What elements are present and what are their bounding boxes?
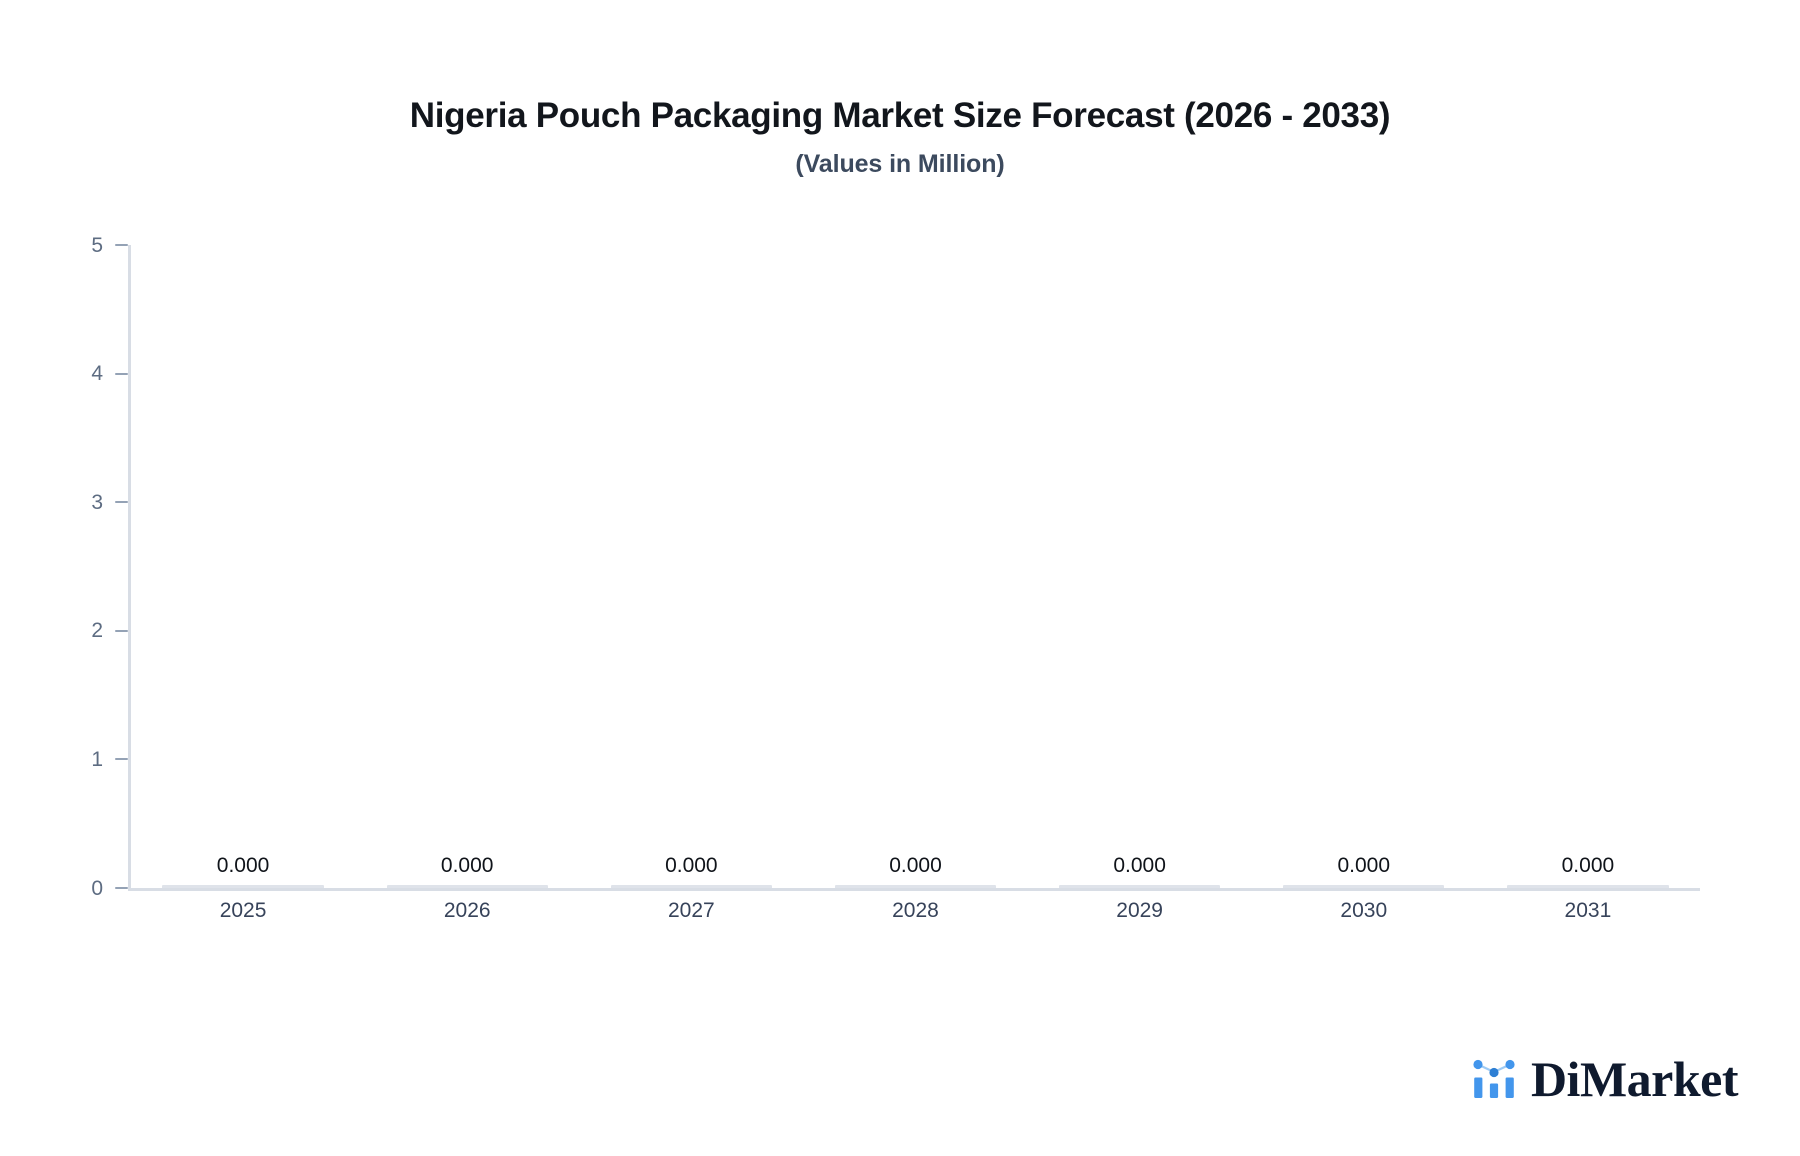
- y-axis-tick-mark-icon: [115, 758, 128, 761]
- x-axis: 2025 2026 2027 2028 2029 2030 2031: [131, 900, 1700, 922]
- y-axis-line: [128, 245, 131, 890]
- bar-group[interactable]: 0.000: [1476, 245, 1700, 888]
- bar-group[interactable]: 0.000: [1028, 245, 1252, 888]
- y-axis-tick-mark-icon: [115, 887, 128, 889]
- bar[interactable]: [834, 885, 997, 888]
- bar[interactable]: [610, 885, 773, 888]
- bar-value-label: 0.000: [889, 854, 942, 877]
- x-axis-tick-label: 2026: [443, 899, 491, 922]
- y-axis-tick-label: 1: [91, 747, 103, 771]
- y-axis-tick-label: 5: [91, 233, 103, 257]
- x-axis-tick: 2027: [579, 900, 803, 922]
- x-axis-tick-label: 2025: [219, 899, 267, 922]
- x-axis-tick: 2029: [1028, 900, 1252, 922]
- x-axis-tick: 2025: [131, 900, 355, 922]
- bar-group[interactable]: 0.000: [579, 245, 803, 888]
- bar-value-label: 0.000: [1561, 854, 1615, 877]
- bar-group[interactable]: 0.000: [803, 245, 1027, 888]
- bar[interactable]: [1507, 885, 1669, 888]
- y-axis-tick-label: 0: [91, 876, 103, 900]
- y-axis: 5 4 3 2 1 0: [70, 235, 128, 899]
- chart-subtitle: (Values in Million): [795, 150, 1005, 179]
- x-axis-tick: 2026: [355, 900, 579, 922]
- page-title: Nigeria Pouch Packaging Market Size Fore…: [409, 96, 1391, 135]
- x-axis-tick-label: 2031: [1564, 899, 1612, 922]
- y-axis-tick-mark-icon: [115, 244, 128, 246]
- bar-value-label: 0.000: [1113, 854, 1166, 877]
- y-axis-tick-label: 2: [91, 619, 103, 643]
- plot-area: 5 4 3 2 1 0: [70, 235, 1700, 899]
- brand-logo-text: DiMarket: [1530, 1051, 1739, 1107]
- bar-value-label: 0.000: [665, 854, 718, 877]
- y-axis-tick-mark-icon: [115, 629, 128, 632]
- x-axis-tick-label: 2030: [1340, 899, 1388, 922]
- bar-group[interactable]: 0.000: [131, 245, 355, 888]
- x-axis-tick-label: 2027: [667, 899, 715, 922]
- x-axis-tick: 2028: [803, 900, 1027, 922]
- x-axis-tick: 2030: [1252, 900, 1476, 922]
- bar[interactable]: [1283, 885, 1445, 888]
- bar[interactable]: [386, 885, 548, 888]
- bar[interactable]: [1058, 885, 1221, 888]
- bar[interactable]: [162, 885, 324, 888]
- x-axis-tick: 2031: [1476, 900, 1700, 922]
- bar-group[interactable]: 0.000: [1252, 245, 1476, 888]
- y-axis-tick-mark-icon: [115, 372, 128, 375]
- bar-value-label: 0.000: [440, 854, 494, 877]
- x-axis-tick-label: 2028: [892, 899, 939, 922]
- x-axis-tick-label: 2029: [1116, 899, 1163, 922]
- bar-group[interactable]: 0.000: [355, 245, 579, 888]
- y-axis-tick-label: 3: [91, 490, 103, 514]
- bar-value-label: 0.000: [1337, 854, 1391, 877]
- y-axis-tick-mark-icon: [115, 501, 128, 504]
- y-axis-tick-label: 4: [91, 362, 103, 386]
- bar-chart-dots-icon: [1473, 1059, 1515, 1098]
- bar-series: 0.000 0.000 0.000 0.000 0.000 0.000: [131, 245, 1700, 888]
- bar-value-label: 0.000: [216, 854, 270, 877]
- chart-title-block: Nigeria Pouch Packaging Market Size Fore…: [0, 96, 1800, 179]
- x-axis-baseline: [128, 888, 1700, 891]
- brand-logo: DiMarket: [1471, 1051, 1739, 1107]
